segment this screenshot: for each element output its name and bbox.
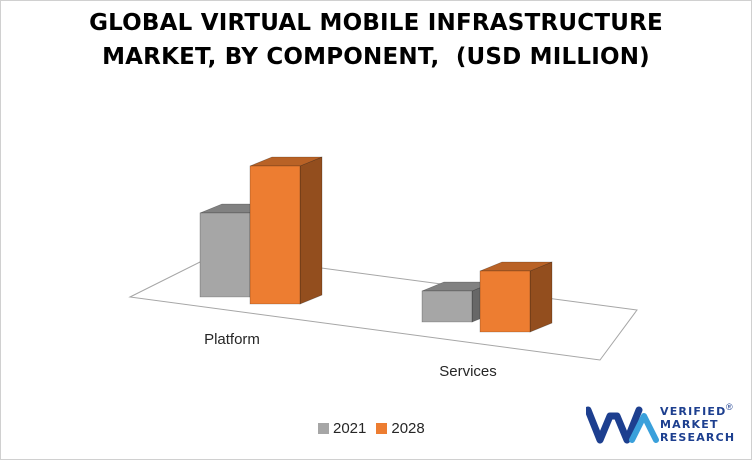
bar-side [299, 156, 323, 305]
legend-swatch-2028 [376, 423, 388, 434]
legend: 2021 2028 [318, 420, 425, 437]
logo-line-verified: VERIFIED [660, 405, 727, 418]
bar-front [199, 212, 251, 298]
chart-title-line-1: GLOBAL VIRTUAL MOBILE INFRASTRUCTURE [89, 10, 663, 36]
bar-front [479, 270, 531, 333]
registered-mark: ® [726, 402, 733, 412]
vmr-logo: VERIFIED MARKET RESEARCH ® [584, 402, 736, 452]
vmr-logo-text: VERIFIED MARKET RESEARCH [660, 405, 735, 444]
bars-layer [199, 156, 553, 333]
legend-item-2028: 2028 [376, 420, 425, 437]
category-label-platform: Platform [204, 331, 260, 348]
category-label-services: Services [439, 363, 497, 380]
bar-services-2028 [479, 261, 553, 333]
logo-line-research: RESEARCH [660, 431, 736, 444]
legend-swatch-2021 [318, 423, 329, 434]
bar-front [249, 165, 301, 305]
legend-item-2021: 2021 [318, 420, 366, 437]
category-labels: Platform Services [204, 331, 497, 380]
bar-side [529, 261, 553, 333]
logo-line-market: MARKET [660, 418, 719, 431]
bar-front [421, 290, 473, 323]
vmr-logo-mark [584, 406, 659, 444]
chart-title-line-2: MARKET, BY COMPONENT, (USD MILLION) [102, 44, 650, 70]
bar-platform-2028 [249, 156, 323, 305]
legend-label-2028: 2028 [391, 420, 425, 437]
chart-title: GLOBAL VIRTUAL MOBILE INFRASTRUCTURE MAR… [0, 6, 752, 74]
legend-label-2021: 2021 [333, 420, 367, 437]
